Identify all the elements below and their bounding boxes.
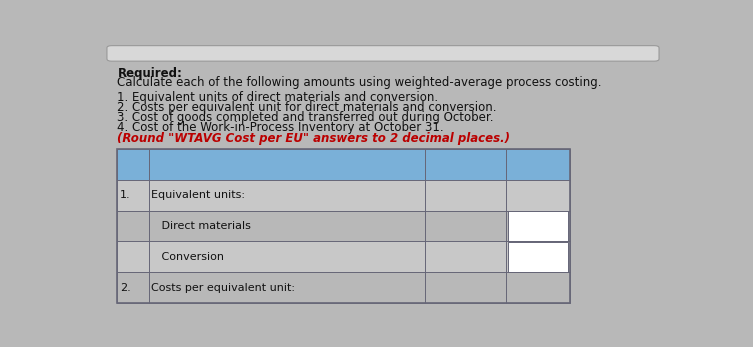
Text: (Round "WTAVG Cost per EU" answers to 2 decimal places.): (Round "WTAVG Cost per EU" answers to 2 … (117, 132, 511, 145)
Bar (425, 211, 507, 242)
Text: 1.: 1. (120, 190, 130, 200)
Bar (507, 211, 570, 242)
Bar (149, 211, 425, 242)
Bar (117, 179, 570, 211)
Text: 2. Costs per equivalent unit for direct materials and conversion.: 2. Costs per equivalent unit for direct … (117, 101, 497, 114)
Text: 2.: 2. (120, 283, 130, 293)
Bar (149, 242, 425, 272)
Bar (508, 211, 568, 241)
Bar (425, 272, 507, 304)
Bar (149, 272, 425, 304)
Text: Direct materials: Direct materials (151, 221, 252, 231)
Text: 1. Equivalent units of direct materials and conversion.: 1. Equivalent units of direct materials … (117, 91, 438, 104)
Bar (117, 242, 570, 272)
Text: 4. Cost of the Work-in-Process Inventory at October 31.: 4. Cost of the Work-in-Process Inventory… (117, 121, 444, 134)
Bar (117, 149, 570, 179)
Bar (507, 149, 570, 179)
Text: 3. Cost of goods completed and transferred out during October.: 3. Cost of goods completed and transferr… (117, 111, 494, 124)
Bar (425, 179, 507, 211)
Text: Conversion: Conversion (151, 252, 224, 262)
Bar (149, 179, 425, 211)
Text: Calculate each of the following amounts using weighted-average process costing.: Calculate each of the following amounts … (117, 76, 602, 90)
FancyBboxPatch shape (107, 46, 659, 61)
Bar (507, 242, 570, 272)
Bar (508, 242, 568, 272)
Bar (117, 149, 149, 179)
Bar (507, 179, 570, 211)
Bar (117, 211, 149, 242)
Text: Required:: Required: (117, 67, 182, 80)
Bar (425, 242, 507, 272)
Bar (117, 272, 149, 304)
Bar (507, 272, 570, 304)
Bar (117, 272, 570, 304)
Bar (117, 242, 149, 272)
Text: Costs per equivalent unit:: Costs per equivalent unit: (151, 283, 295, 293)
Text: Equivalent units:: Equivalent units: (151, 190, 245, 200)
Bar (117, 179, 149, 211)
Bar (117, 149, 570, 304)
Bar (149, 149, 425, 179)
Bar (425, 149, 507, 179)
Bar (117, 211, 570, 242)
